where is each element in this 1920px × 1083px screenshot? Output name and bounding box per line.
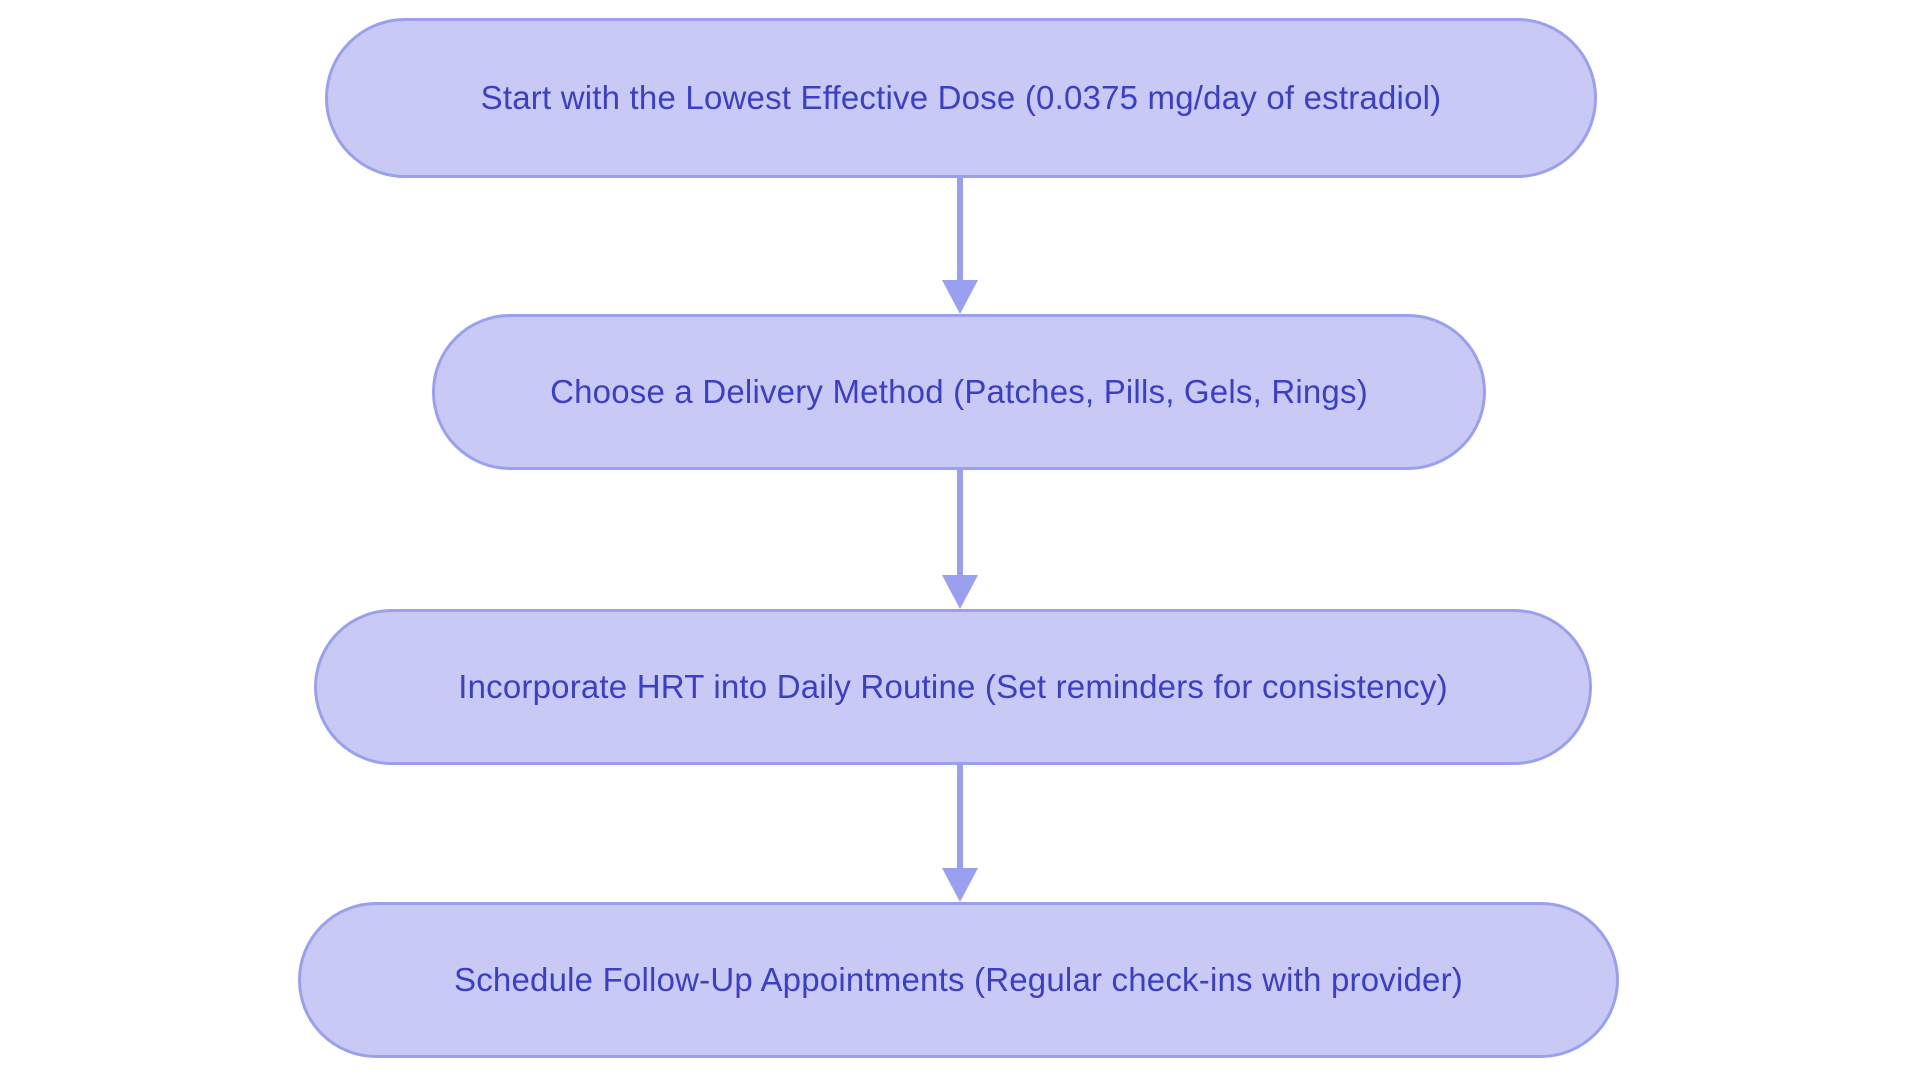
flow-arrow-step-3-to-step-4 bbox=[942, 765, 978, 902]
arrow-down-icon bbox=[942, 575, 978, 609]
flow-node-step-1: Start with the Lowest Effective Dose (0.… bbox=[325, 18, 1597, 178]
flow-node-step-2-label: Choose a Delivery Method (Patches, Pills… bbox=[550, 373, 1368, 410]
flow-node-step-1-label: Start with the Lowest Effective Dose (0.… bbox=[480, 79, 1442, 116]
arrow-down-icon bbox=[942, 280, 978, 314]
arrow-line bbox=[957, 178, 963, 284]
arrow-line bbox=[957, 765, 963, 872]
flow-node-step-3-label: Incorporate HRT into Daily Routine (Set … bbox=[458, 668, 1448, 705]
flow-node-step-4: Schedule Follow-Up Appointments (Regular… bbox=[298, 902, 1619, 1058]
arrow-down-icon bbox=[942, 868, 978, 902]
flow-node-step-4-label: Schedule Follow-Up Appointments (Regular… bbox=[454, 961, 1463, 998]
flow-node-step-3: Incorporate HRT into Daily Routine (Set … bbox=[314, 609, 1592, 765]
flow-arrow-step-2-to-step-3 bbox=[942, 470, 978, 609]
flow-arrow-step-1-to-step-2 bbox=[942, 178, 978, 314]
arrow-line bbox=[957, 470, 963, 579]
flow-node-step-2: Choose a Delivery Method (Patches, Pills… bbox=[432, 314, 1486, 470]
